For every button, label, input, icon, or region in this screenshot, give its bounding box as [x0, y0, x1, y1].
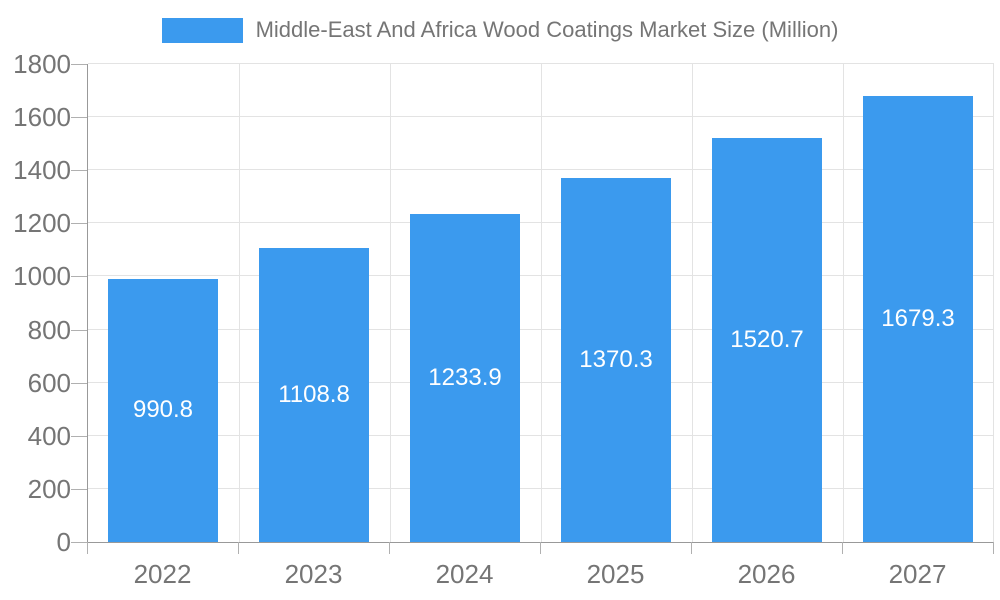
y-axis-tick-label: 0 — [56, 527, 71, 557]
y-axis-tick — [71, 64, 87, 65]
bar-2022[interactable]: 990.8 — [108, 278, 218, 542]
x-axis-tick — [540, 542, 541, 554]
x-axis-tick — [691, 542, 692, 554]
legend-swatch-icon — [161, 17, 243, 43]
chart-legend[interactable]: Middle-East And Africa Wood Coatings Mar… — [0, 17, 1000, 43]
y-axis-tick-label: 800 — [27, 314, 71, 345]
x-axis-category-label: 2025 — [586, 559, 645, 589]
x-gridline — [239, 64, 240, 542]
x-axis-tick — [842, 542, 843, 554]
x-axis-tick — [238, 542, 239, 554]
y-axis-tick-label: 200 — [27, 473, 71, 504]
x-axis-category-label: 2027 — [888, 559, 947, 589]
x-axis-tick — [87, 542, 88, 554]
y-axis-tick — [71, 170, 87, 172]
legend-label: Middle-East And Africa Wood Coatings Mar… — [255, 17, 839, 42]
bar-value-label: 1520.7 — [730, 326, 804, 354]
y-axis-tick — [71, 117, 87, 119]
bar-2024[interactable]: 1233.9 — [410, 214, 520, 542]
y-axis-tick — [71, 329, 87, 331]
bar-value-label: 990.8 — [132, 396, 194, 424]
x-gridline — [692, 64, 693, 542]
y-axis-tick-label: 1600 — [13, 102, 71, 133]
y-axis-tick — [71, 435, 87, 437]
bar-2026[interactable]: 1520.7 — [712, 138, 822, 542]
y-axis-tick-label: 600 — [27, 367, 71, 398]
bar-value-label: 1370.3 — [579, 346, 653, 374]
y-axis-tick — [71, 382, 87, 384]
x-gridline — [541, 64, 542, 542]
x-axis-tick — [389, 542, 390, 554]
x-gridline — [993, 64, 994, 542]
y-axis-tick — [71, 542, 87, 543]
bar-value-label: 1233.9 — [428, 364, 502, 392]
x-axis-category-label: 2022 — [133, 559, 192, 589]
x-axis-tick — [993, 542, 994, 554]
x-gridline — [843, 64, 844, 542]
y-gridline — [88, 63, 994, 64]
x-axis-category-label: 2024 — [435, 559, 494, 589]
bar-2023[interactable]: 1108.8 — [259, 247, 369, 542]
y-axis-tick-label: 1400 — [13, 155, 71, 186]
x-axis-category-label: 2023 — [284, 559, 343, 589]
y-axis-tick-label: 1200 — [13, 208, 71, 239]
bar-value-label: 1679.3 — [881, 305, 955, 333]
bar-value-label: 1108.8 — [278, 380, 350, 408]
x-axis-category-label: 2026 — [737, 559, 796, 589]
y-axis-tick-label: 400 — [27, 420, 71, 451]
bar-2025[interactable]: 1370.3 — [561, 178, 671, 542]
x-gridline — [390, 64, 391, 542]
y-axis-tick-label: 1000 — [13, 261, 71, 292]
bar-2027[interactable]: 1679.3 — [863, 96, 973, 542]
y-axis-tick — [71, 276, 87, 278]
y-axis-tick — [71, 488, 87, 490]
plot-area — [87, 63, 994, 543]
y-axis-tick-label: 1800 — [13, 49, 71, 79]
y-axis-tick — [71, 223, 87, 225]
